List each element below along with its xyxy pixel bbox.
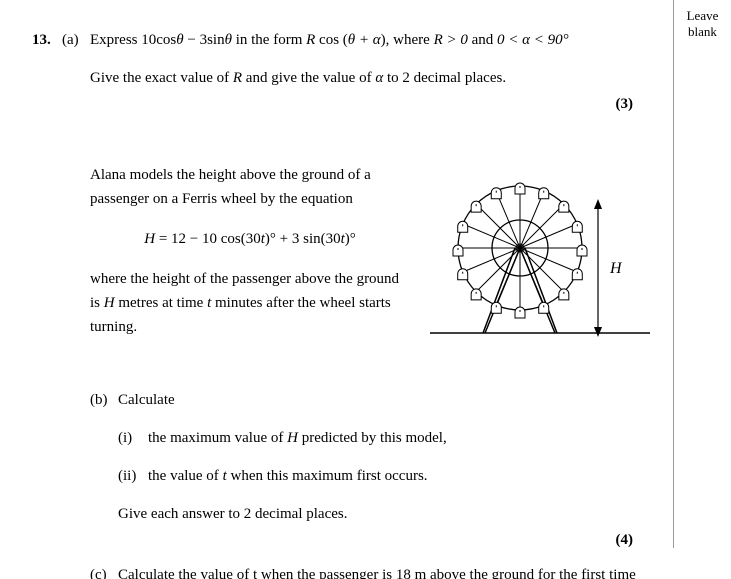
- context-equation: H = 12 − 10 cos(30t)° + 3 sin(30t)°: [90, 227, 410, 251]
- part-a-marks: (3): [32, 96, 641, 113]
- context-block: Alana models the height above the ground…: [32, 163, 641, 358]
- margin-column: Leave blank: [674, 0, 731, 40]
- part-b-i-label: (i): [118, 426, 148, 450]
- part-b-label: (b): [90, 388, 118, 412]
- part-a-label: (a): [62, 28, 90, 52]
- main-column: 13. (a) Express 10cosθ − 3sinθ in the fo…: [0, 0, 674, 548]
- part-c-cutoff: (c) Calculate the value of t when the pa…: [32, 563, 641, 579]
- part-b-ii: (ii) the value of t when this maximum fi…: [32, 464, 641, 488]
- diagram-h-label: H: [609, 260, 623, 277]
- ferris-wheel-diagram: H: [430, 163, 650, 358]
- context-p1: Alana models the height above the ground…: [90, 163, 410, 211]
- question-line-1: 13. (a) Express 10cosθ − 3sinθ in the fo…: [32, 28, 641, 52]
- part-a-text-1: Express 10cosθ − 3sinθ in the form R cos…: [90, 28, 641, 52]
- part-a-text-2: Give the exact value of R and give the v…: [32, 66, 641, 90]
- context-p2: where the height of the passenger above …: [90, 267, 410, 339]
- part-b-ii-label: (ii): [118, 464, 148, 488]
- part-b: (b) Calculate: [32, 388, 641, 412]
- part-b-i-text: the maximum value of H predicted by this…: [148, 426, 447, 450]
- part-b-ii-text: the value of t when this maximum first o…: [148, 464, 428, 488]
- ferris-wheel-svg: H: [430, 163, 650, 353]
- part-b-text: Calculate: [118, 388, 175, 412]
- margin-leave: Leave: [674, 8, 731, 24]
- question-number: 13.: [32, 28, 62, 52]
- part-b-marks: (4): [32, 532, 641, 549]
- part-c-text: Calculate the value of t when the passen…: [118, 563, 636, 579]
- part-b-i: (i) the maximum value of H predicted by …: [32, 426, 641, 450]
- part-b-note: Give each answer to 2 decimal places.: [32, 502, 641, 526]
- context-text: Alana models the height above the ground…: [90, 163, 410, 339]
- part-c-label: (c): [90, 563, 118, 579]
- margin-blank: blank: [674, 24, 731, 40]
